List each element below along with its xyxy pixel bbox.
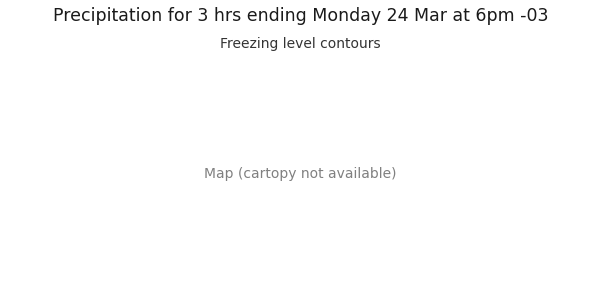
Text: Freezing level contours: Freezing level contours xyxy=(220,37,381,51)
Text: Map (cartopy not available): Map (cartopy not available) xyxy=(204,167,397,181)
Text: Precipitation for 3 hrs ending Monday 24 Mar at 6pm -03: Precipitation for 3 hrs ending Monday 24… xyxy=(53,7,548,25)
